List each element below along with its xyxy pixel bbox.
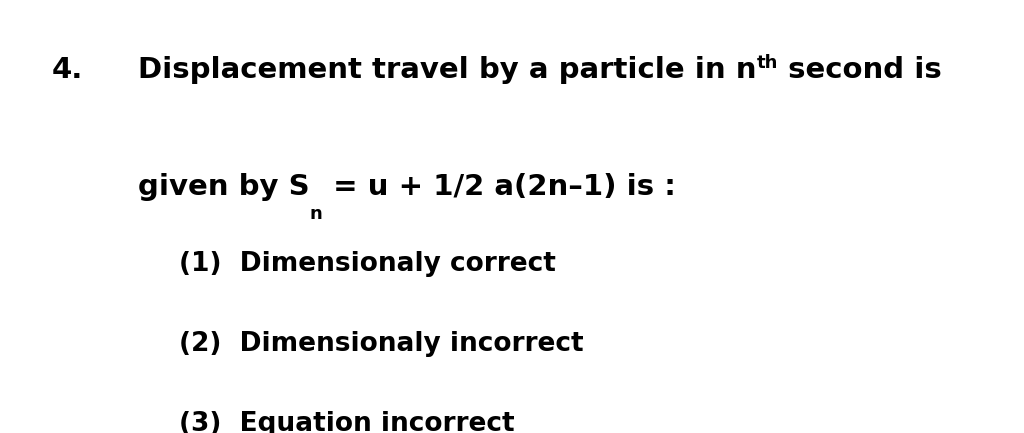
Text: (1)  Dimensionaly correct: (1) Dimensionaly correct [179,251,556,277]
Text: Displacement travel by a particle in n: Displacement travel by a particle in n [138,56,757,84]
Text: second is: second is [778,56,942,84]
Text: (2)  Dimensionaly incorrect: (2) Dimensionaly incorrect [179,331,584,357]
Text: 4.: 4. [51,56,83,84]
Text: (3)  Equation incorrect: (3) Equation incorrect [179,411,515,433]
Text: n: n [310,205,323,223]
Text: given by S: given by S [138,173,310,201]
Text: th: th [757,54,778,72]
Text: = u + 1/2 a(2n–1) is :: = u + 1/2 a(2n–1) is : [323,173,676,201]
